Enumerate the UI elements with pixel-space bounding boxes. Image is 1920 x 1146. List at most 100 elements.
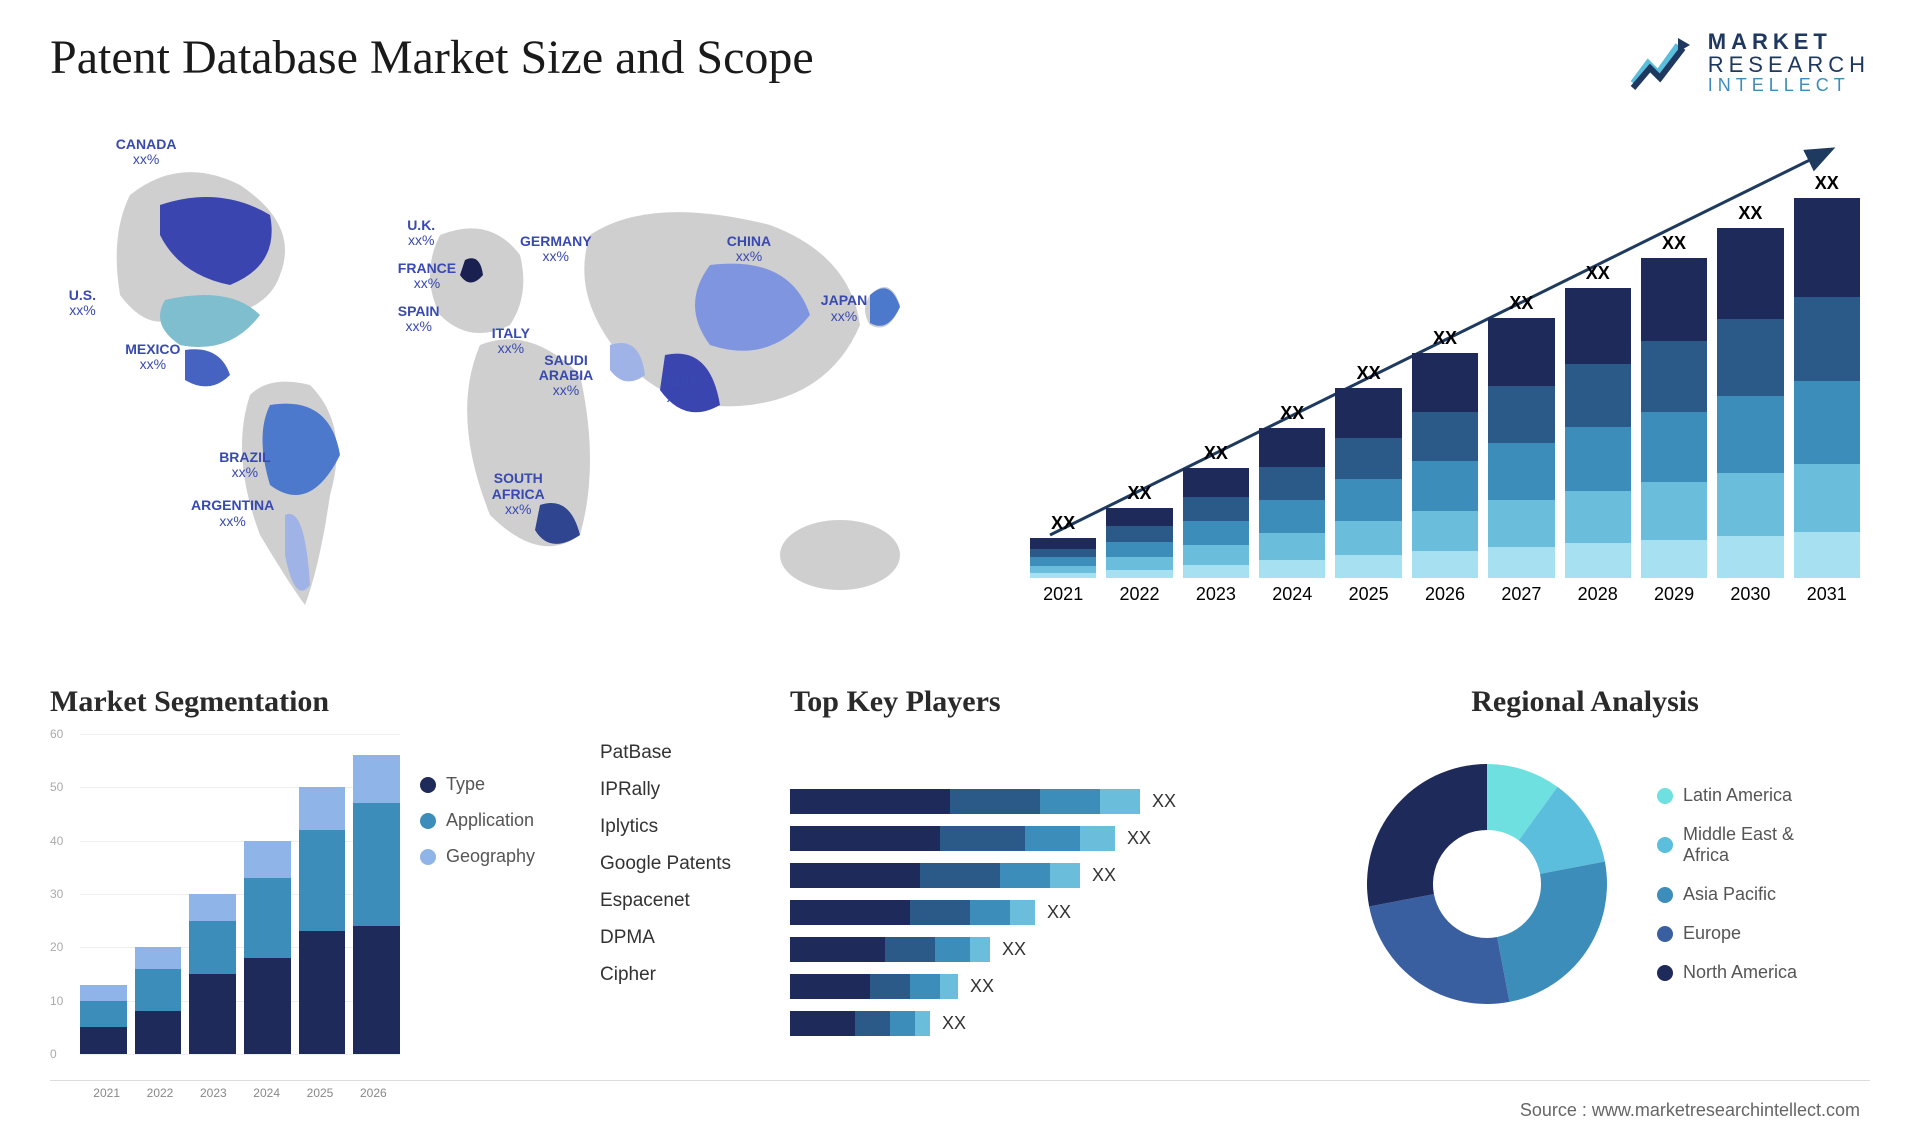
x-tick: 2021	[93, 1086, 120, 1100]
forecast-bar: XX2021	[1030, 513, 1096, 605]
map-label: ITALYxx%	[492, 326, 530, 357]
legend-swatch	[420, 777, 436, 793]
map-label: U.S.xx%	[69, 288, 96, 319]
forecast-bar-chart: XX2021XX2022XX2023XX2024XX2025XX2026XX20…	[1020, 115, 1870, 655]
bar-year: 2023	[1196, 584, 1236, 605]
player-bar	[790, 789, 1140, 814]
bar-segment	[1565, 427, 1631, 491]
seg-bar	[189, 894, 236, 1054]
player-bar-segment	[1100, 789, 1140, 814]
key-players-panel: PatBaseIPRallyIplyticsGoogle PatentsEspa…	[600, 685, 1280, 1105]
legend-item: Asia Pacific	[1657, 884, 1823, 905]
player-bar-row: XX	[790, 1011, 1280, 1036]
bar-value: XX	[1662, 233, 1686, 254]
bar-segment	[1641, 341, 1707, 411]
map-label: BRAZILxx%	[219, 450, 270, 481]
bar-segment	[1335, 521, 1401, 555]
bar-segment	[1335, 388, 1401, 437]
x-tick: 2026	[360, 1086, 387, 1100]
bar-segment	[1565, 364, 1631, 428]
legend-swatch	[420, 849, 436, 865]
player-name: IPRally	[600, 777, 780, 802]
player-bar-segment	[790, 789, 950, 814]
legend-item: Application	[420, 810, 580, 831]
seg-bar	[80, 985, 127, 1054]
seg-segment	[135, 1011, 182, 1054]
forecast-bar: XX2028	[1565, 263, 1631, 605]
player-value: XX	[1002, 939, 1026, 960]
bar-segment	[1412, 551, 1478, 578]
y-tick: 50	[50, 780, 63, 794]
logo-line3: INTELLECT	[1708, 76, 1870, 95]
player-bar-segment	[885, 937, 935, 962]
players-chart: XXXXXXXXXXXXXX	[790, 734, 1280, 1036]
bar-value: XX	[1433, 328, 1457, 349]
bar-segment	[1565, 543, 1631, 578]
map-label: SOUTHAFRICAxx%	[492, 471, 545, 517]
player-bar-segment	[970, 900, 1010, 925]
seg-segment	[353, 803, 400, 926]
player-bar-segment	[935, 937, 970, 962]
logo-line1: MARKET	[1708, 30, 1870, 53]
player-bar-segment	[1050, 863, 1080, 888]
player-bar-segment	[790, 937, 885, 962]
brand-logo: MARKET RESEARCH INTELLECT	[1628, 30, 1870, 95]
bar-segment	[1565, 288, 1631, 363]
player-bar-segment	[790, 1011, 855, 1036]
seg-bar	[244, 841, 291, 1054]
bar-segment	[1106, 557, 1172, 570]
player-bar	[790, 1011, 930, 1036]
player-name: Cipher	[600, 962, 780, 987]
forecast-bar: XX2030	[1717, 203, 1783, 605]
player-value: XX	[1047, 902, 1071, 923]
player-bar-segment	[910, 900, 970, 925]
bar-segment	[1030, 573, 1096, 578]
player-bar-segment	[890, 1011, 915, 1036]
player-bar-segment	[790, 826, 940, 851]
seg-segment	[189, 921, 236, 974]
bar-segment	[1106, 542, 1172, 557]
player-name: DPMA	[600, 925, 780, 950]
bar-segment	[1717, 228, 1783, 319]
player-value: XX	[1152, 791, 1176, 812]
bar-segment	[1488, 443, 1554, 500]
seg-segment	[299, 931, 346, 1054]
donut-slice	[1367, 764, 1487, 906]
player-bar	[790, 863, 1080, 888]
seg-segment	[353, 755, 400, 803]
map-label: GERMANYxx%	[520, 234, 592, 265]
player-value: XX	[942, 1013, 966, 1034]
player-bar-row: XX	[790, 826, 1280, 851]
forecast-bar: XX2031	[1794, 173, 1860, 605]
bar-segment	[1641, 412, 1707, 482]
top-section: CANADAxx%U.S.xx%MEXICOxx%BRAZILxx%ARGENT…	[50, 115, 1870, 655]
bar-year: 2022	[1120, 584, 1160, 605]
bar-segment	[1641, 258, 1707, 341]
map-label: SPAINxx%	[398, 304, 440, 335]
map-label: MEXICOxx%	[125, 342, 180, 373]
header: Patent Database Market Size and Scope MA…	[50, 30, 1870, 95]
y-tick: 10	[50, 994, 63, 1008]
legend-swatch	[1657, 965, 1673, 981]
y-tick: 30	[50, 887, 63, 901]
player-bar	[790, 826, 1115, 851]
x-tick: 2024	[253, 1086, 280, 1100]
regional-legend: Latin AmericaMiddle East & AfricaAsia Pa…	[1657, 785, 1823, 983]
player-bar-segment	[790, 900, 910, 925]
x-tick: 2025	[307, 1086, 334, 1100]
player-bar-segment	[915, 1011, 930, 1036]
legend-swatch	[1657, 887, 1673, 903]
forecast-bar: XX2025	[1335, 363, 1401, 605]
bar-value: XX	[1204, 443, 1228, 464]
player-bar-row: XX	[790, 863, 1280, 888]
bar-segment	[1259, 500, 1325, 533]
legend-item: North America	[1657, 962, 1823, 983]
seg-segment	[80, 1001, 127, 1028]
donut-slice	[1497, 862, 1607, 1002]
seg-bar	[135, 947, 182, 1054]
player-value: XX	[1127, 828, 1151, 849]
legend-label: Middle East & Africa	[1683, 824, 1823, 866]
y-tick: 60	[50, 727, 63, 741]
bar-segment	[1794, 464, 1860, 532]
logo-line2: RESEARCH	[1708, 53, 1870, 76]
